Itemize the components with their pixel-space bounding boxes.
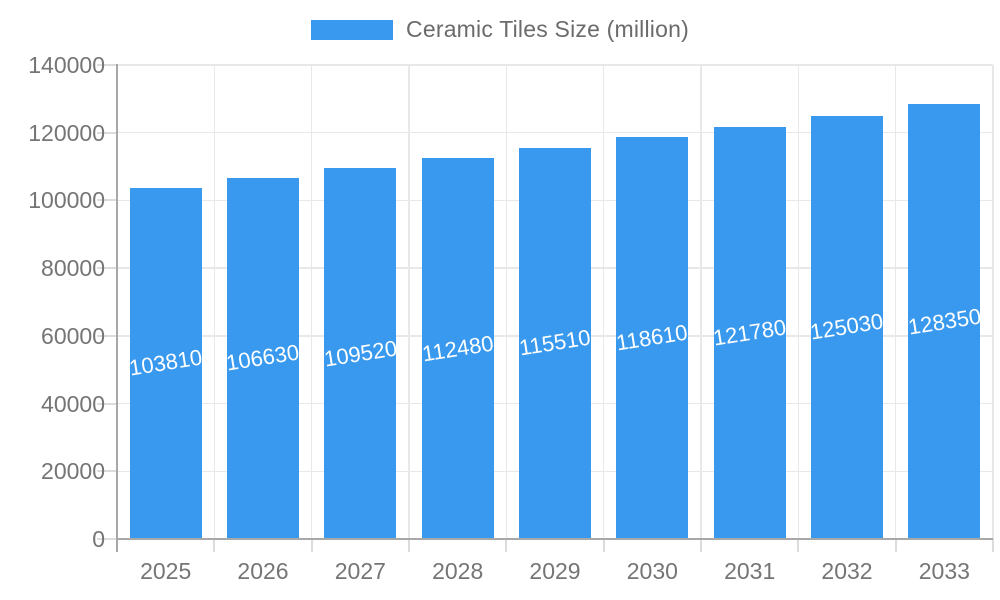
bar-value-label: 109520	[324, 334, 397, 372]
gridline-vertical	[602, 65, 605, 539]
x-axis-tick	[602, 539, 605, 552]
bar-value-label: 106630	[227, 339, 299, 377]
x-axis-tick	[310, 539, 313, 552]
y-axis-label: 20000	[41, 458, 105, 485]
y-axis-label: 140000	[28, 52, 105, 78]
y-axis-label: 80000	[41, 255, 105, 282]
x-axis-tick	[700, 539, 702, 552]
x-axis-tick	[992, 539, 994, 552]
gridline-horizontal	[117, 131, 993, 134]
y-axis-tick	[97, 64, 117, 66]
y-axis-tick	[97, 402, 117, 405]
gridline-vertical	[408, 65, 410, 539]
bar[interactable]: 103810	[129, 187, 202, 539]
x-axis-label: 2026	[237, 558, 289, 584]
bar-value-label: 112480	[421, 330, 494, 367]
y-axis-tick	[97, 131, 117, 134]
bar[interactable]: 118610	[616, 137, 689, 539]
x-axis-label: 2033	[918, 558, 970, 584]
x-axis-line	[116, 538, 993, 540]
x-axis-tick	[213, 539, 216, 552]
gridline-vertical	[505, 65, 508, 539]
bar[interactable]: 112480	[421, 158, 494, 539]
y-axis-tick	[97, 267, 117, 270]
x-axis-label: 2032	[821, 558, 873, 584]
gridline-vertical	[310, 65, 313, 539]
legend-swatch	[311, 19, 394, 40]
y-axis-tick	[97, 538, 117, 540]
y-axis-tick	[97, 199, 117, 202]
y-axis-tick	[97, 334, 117, 337]
x-axis-label: 2028	[432, 558, 484, 584]
gridline-vertical	[992, 65, 994, 539]
bar-value-label: 128350	[908, 303, 981, 340]
x-axis-label: 2025	[140, 558, 192, 584]
x-axis-tick	[797, 539, 800, 552]
gridline-vertical	[797, 65, 800, 539]
x-axis-tick	[408, 539, 410, 552]
gridline-vertical	[700, 65, 702, 539]
bar-value-label: 125030	[811, 308, 883, 345]
bar-value-label: 118610	[616, 319, 689, 356]
y-axis-label: 100000	[28, 187, 105, 214]
y-axis-label: 60000	[41, 322, 105, 349]
bar[interactable]: 128350	[908, 104, 981, 539]
bar-value-label: 121780	[713, 314, 786, 351]
y-axis-line	[116, 64, 118, 552]
x-axis-tick	[505, 539, 508, 552]
x-axis-label: 2030	[626, 558, 678, 584]
legend[interactable]: Ceramic Tiles Size (million)	[0, 16, 1000, 43]
y-axis-tick	[97, 470, 117, 473]
y-axis-label: 40000	[41, 390, 105, 417]
bar-value-label: 115510	[519, 324, 591, 361]
bar[interactable]: 115510	[519, 147, 591, 539]
bar[interactable]: 106630	[227, 177, 299, 539]
legend-label: Ceramic Tiles Size (million)	[406, 16, 689, 42]
bar[interactable]: 125030	[811, 115, 883, 539]
x-axis-label: 2029	[529, 558, 581, 584]
bar-value-label: 103810	[129, 344, 202, 381]
y-axis-label: 0	[92, 526, 105, 552]
x-axis-label: 2027	[334, 558, 386, 584]
bar[interactable]: 121780	[713, 126, 786, 539]
y-axis-label: 120000	[28, 119, 105, 146]
x-axis-tick	[894, 539, 897, 552]
gridline-horizontal	[117, 64, 993, 66]
gridline-vertical	[213, 65, 216, 539]
bar[interactable]: 109520	[324, 168, 397, 539]
gridline-vertical	[894, 65, 897, 539]
x-axis-label: 2031	[724, 558, 776, 584]
